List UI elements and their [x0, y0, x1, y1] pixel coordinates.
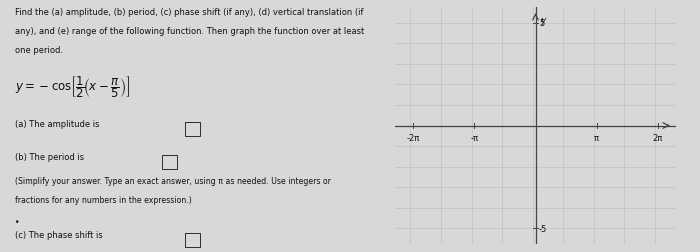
FancyBboxPatch shape: [186, 233, 200, 247]
Text: one period.: one period.: [15, 45, 63, 54]
Text: -2π: -2π: [407, 133, 420, 142]
Text: 2π: 2π: [652, 133, 663, 142]
FancyBboxPatch shape: [186, 122, 200, 136]
Text: 5: 5: [539, 19, 545, 28]
Text: $y = -\cos\!\left[\dfrac{1}{2}\!\left(x - \dfrac{\pi}{5}\right)\right]$: $y = -\cos\!\left[\dfrac{1}{2}\!\left(x …: [15, 74, 130, 100]
Text: -π: -π: [470, 133, 478, 142]
Text: y: y: [540, 16, 546, 25]
Text: •: •: [15, 217, 20, 226]
Text: (c) The phase shift is: (c) The phase shift is: [15, 231, 103, 240]
Text: Find the (a) amplitude, (b) period, (c) phase shift (if any), (d) vertical trans: Find the (a) amplitude, (b) period, (c) …: [15, 8, 363, 17]
Text: π: π: [594, 133, 599, 142]
Text: fractions for any numbers in the expression.): fractions for any numbers in the express…: [15, 195, 192, 204]
Text: any), and (e) range of the following function. Then graph the function over at l: any), and (e) range of the following fun…: [15, 26, 364, 36]
Text: (Simplify your answer. Type an exact answer, using π as needed. Use integers or: (Simplify your answer. Type an exact ans…: [15, 176, 330, 185]
Text: (a) The amplitude is: (a) The amplitude is: [15, 120, 99, 129]
Text: -5: -5: [539, 224, 547, 233]
Text: (b) The period is: (b) The period is: [15, 152, 84, 162]
FancyBboxPatch shape: [162, 155, 176, 169]
